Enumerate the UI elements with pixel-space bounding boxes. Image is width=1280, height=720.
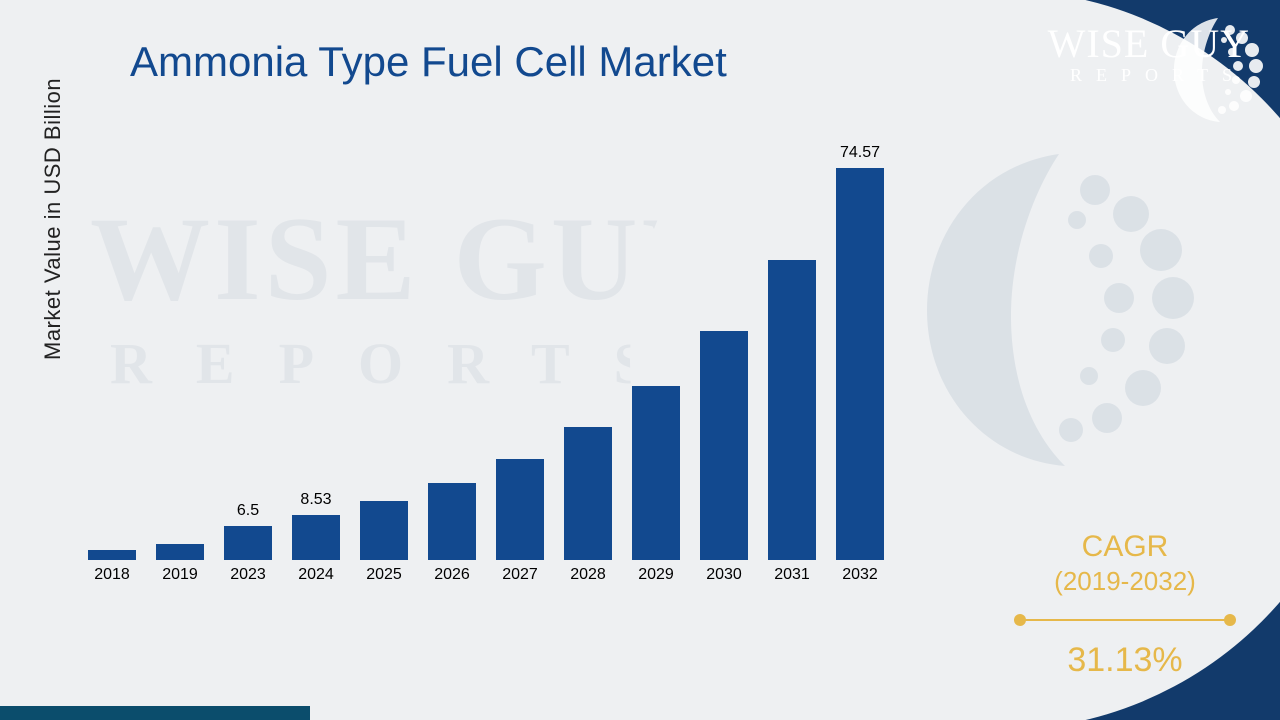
bar-chart: 6.58.5374.57 201820192023202420252026202… [82, 150, 902, 590]
chart-bar [88, 550, 136, 561]
chart-bar [496, 459, 544, 560]
bar-value-label: 74.57 [836, 144, 884, 162]
chart-bar [360, 501, 408, 560]
x-axis-tick-label: 2029 [632, 566, 680, 584]
x-axis-tick-label: 2025 [360, 566, 408, 584]
cagr-label: CAGR [1000, 530, 1250, 564]
chart-plot-area: 6.58.5374.57 [82, 150, 902, 560]
cagr-period: (2019-2032) [1000, 566, 1250, 597]
x-axis-tick-label: 2030 [700, 566, 748, 584]
brand-main-text: WISE GUY [1048, 20, 1250, 67]
chart-bar [564, 427, 612, 560]
bar-value-label: 6.5 [224, 502, 272, 520]
x-axis-tick-label: 2026 [428, 566, 476, 584]
x-axis-tick-label: 2028 [564, 566, 612, 584]
x-axis-tick-label: 2032 [836, 566, 884, 584]
x-axis-labels: 2018 2019 2023 2024 2025 2026 2027 2028 2029 2030… [82, 560, 902, 590]
brand-logo: WISE GUY REPORTS [1048, 20, 1250, 86]
chart-bar [632, 386, 680, 561]
chart-bar [156, 544, 204, 560]
x-axis-tick-label: 2018 [88, 566, 136, 584]
report-canvas: WISE GUY REPORTS WISE GUY REPORTS Ammoni… [0, 0, 1280, 720]
cagr-divider [1020, 619, 1230, 621]
chart-bar [428, 483, 476, 560]
chart-bar [292, 515, 340, 560]
chart-bar [836, 168, 884, 560]
x-axis-tick-label: 2023 [224, 566, 272, 584]
x-axis-tick-label: 2031 [768, 566, 816, 584]
y-axis-label: Market Value in USD Billion [40, 78, 66, 360]
bottom-accent-bar [0, 706, 310, 720]
chart-bar [224, 526, 272, 560]
x-axis-tick-label: 2027 [496, 566, 544, 584]
watermark-head-icon [880, 130, 1220, 490]
x-axis-tick-label: 2024 [292, 566, 340, 584]
cagr-box: CAGR (2019-2032) 31.13% [1000, 530, 1250, 680]
chart-bar [768, 260, 816, 560]
x-axis-tick-label: 2019 [156, 566, 204, 584]
chart-bar [700, 331, 748, 560]
cagr-value: 31.13% [1000, 641, 1250, 680]
bar-value-label: 8.53 [292, 491, 340, 509]
chart-title: Ammonia Type Fuel Cell Market [130, 38, 727, 86]
brand-sub-text: REPORTS [1048, 65, 1246, 86]
